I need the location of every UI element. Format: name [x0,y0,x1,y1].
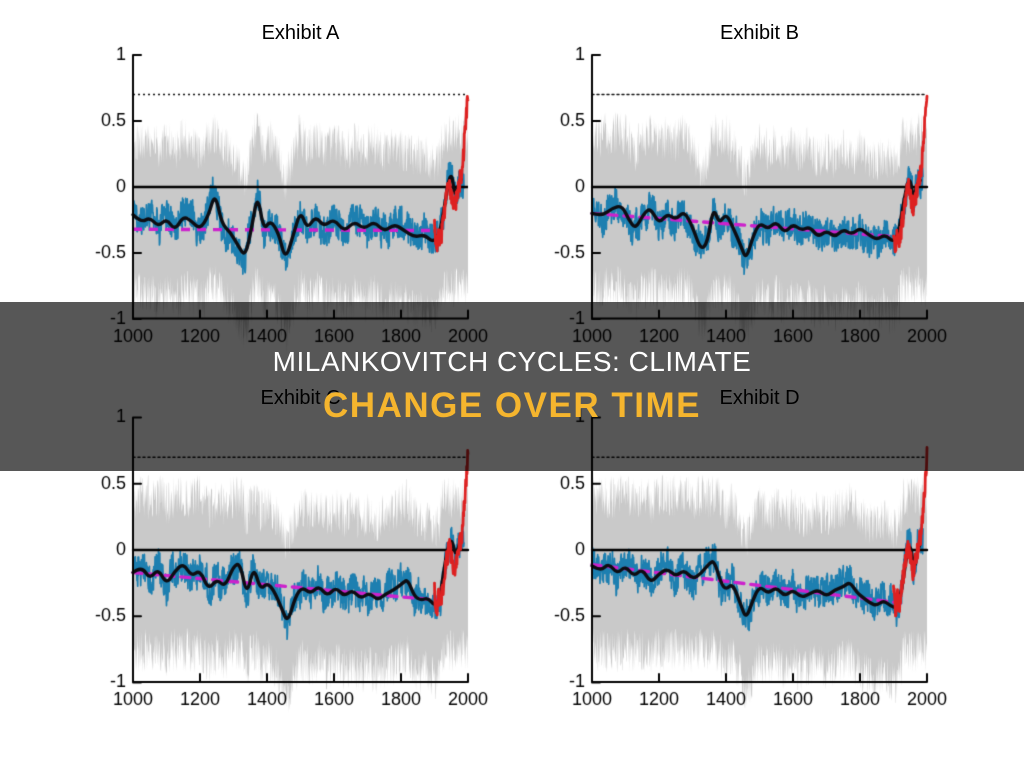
banner-title-line1: MILANKOVITCH CYCLES: CLIMATE [272,346,752,377]
chart-title-exhibit-a: Exhibit A [261,22,340,44]
chart-title-exhibit-b: Exhibit B [720,22,799,44]
banner-title-line2: CHANGE OVER TIME [323,386,701,425]
title-banner: MILANKOVITCH CYCLES: CLIMATE CHANGE OVER… [0,302,1024,471]
